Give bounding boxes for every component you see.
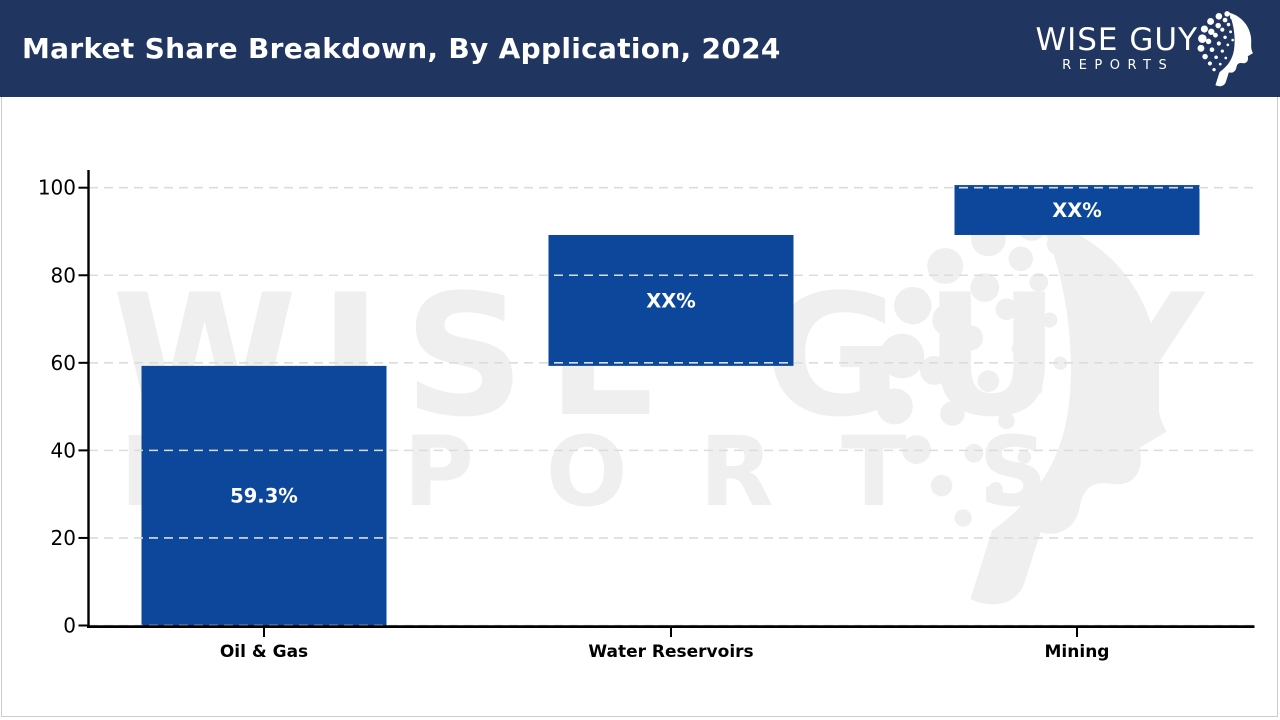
logo-wordmark: WISE GUY <box>1035 22 1198 58</box>
y-tick-label-40: 40 <box>51 438 76 462</box>
y-tick-label-100: 100 <box>38 176 76 200</box>
y-tick-label-60: 60 <box>51 351 76 375</box>
x-tick-label-mining: Mining <box>1045 642 1110 662</box>
watermark-head-icon <box>876 212 1167 605</box>
header: Market Share Breakdown, By Application, … <box>0 0 1280 97</box>
logo-text: WISE GUY REPORTS <box>1035 22 1198 73</box>
wiseguy-logo: WISE GUY REPORTS <box>1035 10 1254 88</box>
x-tick-label-water-reservoirs: Water Reservoirs <box>588 642 753 662</box>
page-title: Market Share Breakdown, By Application, … <box>22 32 781 65</box>
x-tick-label-oil-gas: Oil & Gas <box>220 642 308 662</box>
y-tick-label-20: 20 <box>51 526 76 550</box>
wiseguy-head-icon <box>1197 10 1253 86</box>
y-tick-label-0: 0 <box>63 614 76 638</box>
y-tick-label-80: 80 <box>51 263 76 287</box>
logo-subtitle: REPORTS <box>1062 58 1175 73</box>
